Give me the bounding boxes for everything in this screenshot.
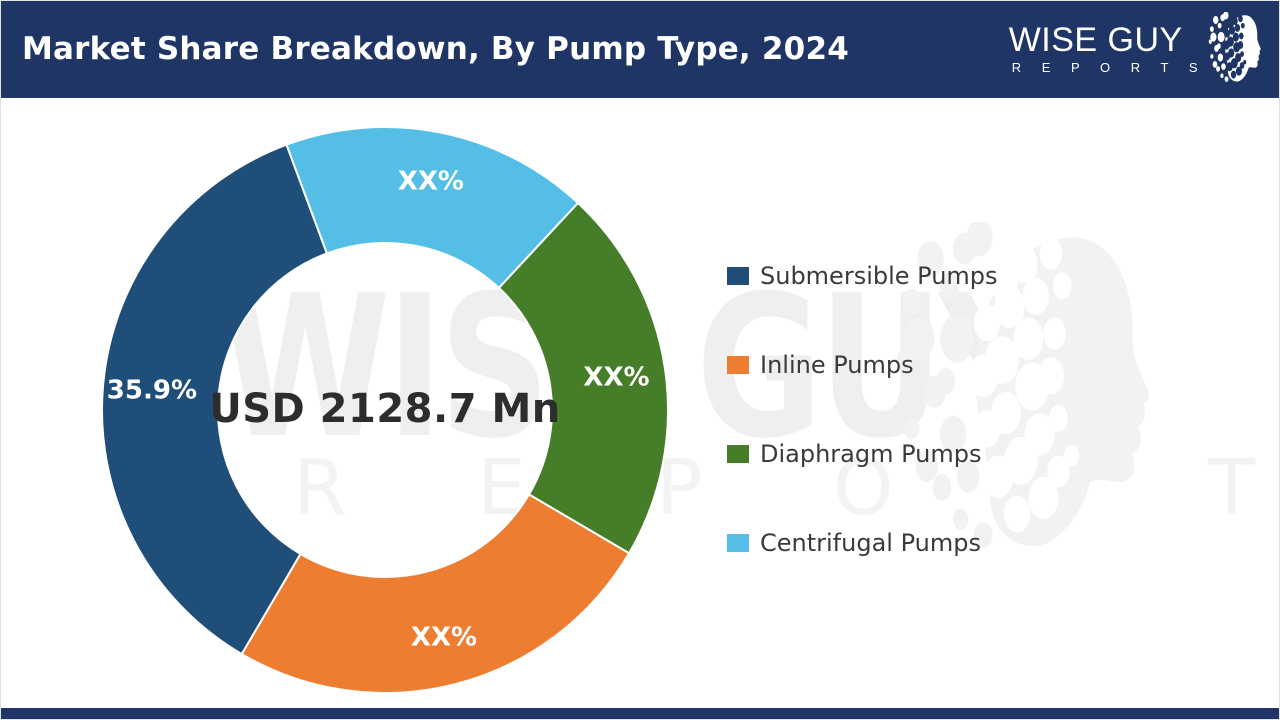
chart-center-value: USD 2128.7 Mn: [209, 386, 560, 432]
legend-label-submersible-pumps: Submersible Pumps: [760, 262, 998, 290]
brand-name: WISE GUY: [1008, 20, 1183, 59]
legend-swatch-submersible-pumps: [727, 267, 749, 285]
legend-label-centrifugal-pumps: Centrifugal Pumps: [760, 529, 981, 557]
slice-label-inline-pumps: XX%: [411, 623, 477, 653]
donut-slices: [101, 126, 670, 694]
legend-swatch-centrifugal-pumps: [727, 534, 749, 552]
footer-bar: [0, 708, 1280, 720]
donut-slice-diaphragm-pumps: [497, 202, 670, 555]
legend-item-inline-pumps: Inline Pumps: [727, 352, 998, 378]
header-bar: Market Share Breakdown, By Pump Type, 20…: [0, 0, 1280, 98]
donut-slice-inline-pumps: [240, 493, 631, 694]
legend-swatch-diaphragm-pumps: [727, 445, 749, 463]
watermark-face-icon: [896, 222, 1150, 549]
brand-face-icon: [1208, 12, 1261, 83]
legend-label-inline-pumps: Inline Pumps: [760, 351, 914, 379]
slice-label-diaphragm-pumps: XX%: [583, 362, 649, 392]
brand-logo: WISE GUY R E P O R T S: [1009, 10, 1266, 88]
slice-label-centrifugal-pumps: XX%: [398, 167, 464, 197]
legend-item-submersible-pumps: Submersible Pumps: [727, 263, 998, 289]
legend-swatch-inline-pumps: [727, 356, 749, 374]
slice-label-submersible-pumps: 35.9%: [107, 376, 197, 406]
donut-slice-labels: 35.9% XX% XX% XX%: [107, 167, 650, 653]
chart-legend: Submersible Pumps Inline Pumps Diaphragm P…: [727, 263, 998, 619]
brand-subtitle: R E P O R T S: [1011, 60, 1206, 76]
legend-label-diaphragm-pumps: Diaphragm Pumps: [760, 440, 982, 468]
donut-slice-submersible-pumps: [101, 143, 328, 656]
page-title: Market Share Breakdown, By Pump Type, 20…: [22, 31, 849, 67]
legend-item-centrifugal-pumps: Centrifugal Pumps: [727, 530, 998, 556]
donut-slice-centrifugal-pumps: [285, 126, 579, 289]
legend-item-diaphragm-pumps: Diaphragm Pumps: [727, 441, 998, 467]
